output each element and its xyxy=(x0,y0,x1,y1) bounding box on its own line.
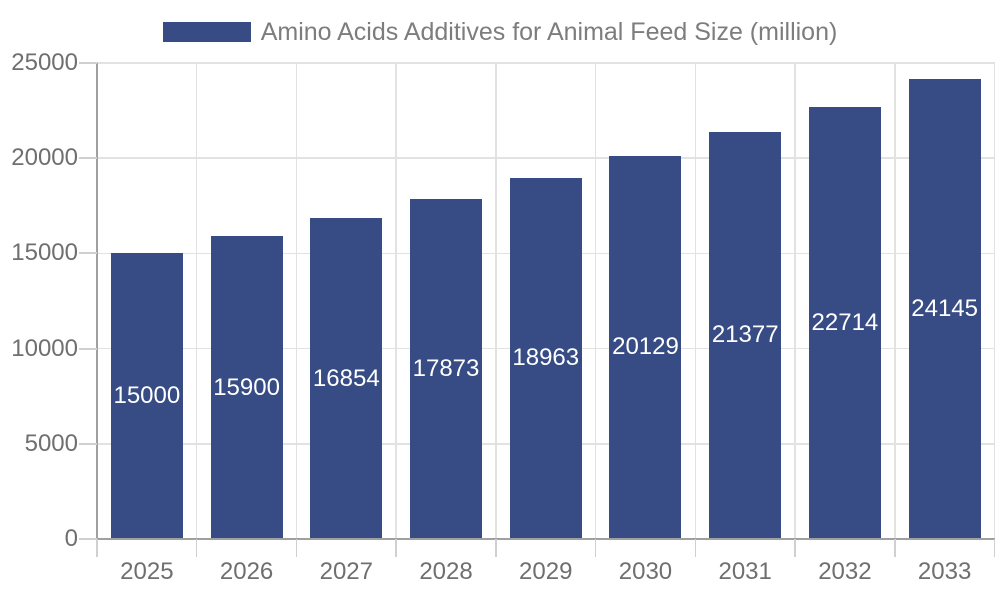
legend-label: Amino Acids Additives for Animal Feed Si… xyxy=(260,18,838,46)
bar-value-label: 18963 xyxy=(512,344,580,372)
y-axis-tick xyxy=(79,62,97,64)
x-tick-label: 2026 xyxy=(219,558,274,585)
y-axis-tick xyxy=(79,538,97,540)
bar[interactable]: 18963 xyxy=(509,177,582,539)
gridline-vertical xyxy=(894,63,896,539)
x-axis-tick xyxy=(295,539,298,557)
x-axis-tick xyxy=(594,539,597,557)
y-tick-label: 20000 xyxy=(11,144,78,172)
bar-value-label: 17873 xyxy=(412,354,480,382)
x-axis-tick xyxy=(195,539,198,557)
bar-value-label: 22714 xyxy=(811,308,879,336)
gridline-vertical xyxy=(195,63,198,539)
bar[interactable]: 17873 xyxy=(410,198,483,539)
y-axis-tick xyxy=(79,252,97,255)
x-axis-line xyxy=(96,538,995,540)
y-axis-tick xyxy=(79,347,97,350)
y-tick-label: 0 xyxy=(64,525,78,552)
x-tick-label: 2027 xyxy=(319,558,373,585)
y-tick-label: 15000 xyxy=(11,239,78,267)
gridline-vertical xyxy=(495,63,497,539)
x-axis-tick xyxy=(694,539,697,557)
bar[interactable]: 20129 xyxy=(609,155,682,539)
y-axis-tick xyxy=(79,157,97,160)
y-axis-tick xyxy=(79,442,97,445)
bar-value-label: 15000 xyxy=(113,382,181,410)
x-axis-tick xyxy=(495,539,497,557)
x-tick-label: 2028 xyxy=(419,558,473,585)
bar[interactable]: 15000 xyxy=(110,253,183,539)
bar-value-label: 20129 xyxy=(612,333,679,361)
gridline-vertical xyxy=(594,63,597,539)
y-tick-label: 10000 xyxy=(11,334,78,362)
bar-value-label: 15900 xyxy=(213,373,280,401)
bar[interactable]: 15900 xyxy=(210,236,283,539)
gridline-vertical xyxy=(295,63,298,539)
bar-value-label: 24145 xyxy=(911,295,978,323)
gridline-vertical xyxy=(694,63,697,539)
bar[interactable]: 21377 xyxy=(709,131,782,539)
x-axis-tick xyxy=(993,539,996,557)
x-axis-tick xyxy=(794,539,796,557)
legend-swatch xyxy=(162,22,251,42)
bar[interactable]: 24145 xyxy=(908,79,981,539)
y-tick-label: 5000 xyxy=(24,429,78,457)
x-tick-label: 2025 xyxy=(120,558,174,585)
bar-value-label: 21377 xyxy=(711,321,779,349)
bar[interactable]: 22714 xyxy=(808,106,881,539)
x-tick-label: 2030 xyxy=(618,558,673,585)
x-tick-label: 2033 xyxy=(917,558,972,585)
y-tick-label: 25000 xyxy=(11,49,78,76)
x-axis-tick xyxy=(96,539,98,557)
gridline-horizontal xyxy=(97,157,995,159)
legend[interactable]: Amino Acids Additives for Animal Feed Si… xyxy=(0,18,1000,46)
x-tick-label: 2029 xyxy=(519,558,573,585)
gridline-vertical xyxy=(395,63,397,539)
x-tick-label: 2032 xyxy=(818,558,872,585)
x-axis-tick xyxy=(395,539,397,557)
x-tick-label: 2031 xyxy=(718,558,772,585)
gridline-vertical xyxy=(993,63,996,539)
y-axis-line xyxy=(96,63,98,539)
gridline-vertical xyxy=(794,63,796,539)
x-axis-tick xyxy=(894,539,896,557)
bar-value-label: 16854 xyxy=(312,364,380,392)
bar[interactable]: 16854 xyxy=(310,218,383,539)
gridline-horizontal xyxy=(97,62,995,64)
